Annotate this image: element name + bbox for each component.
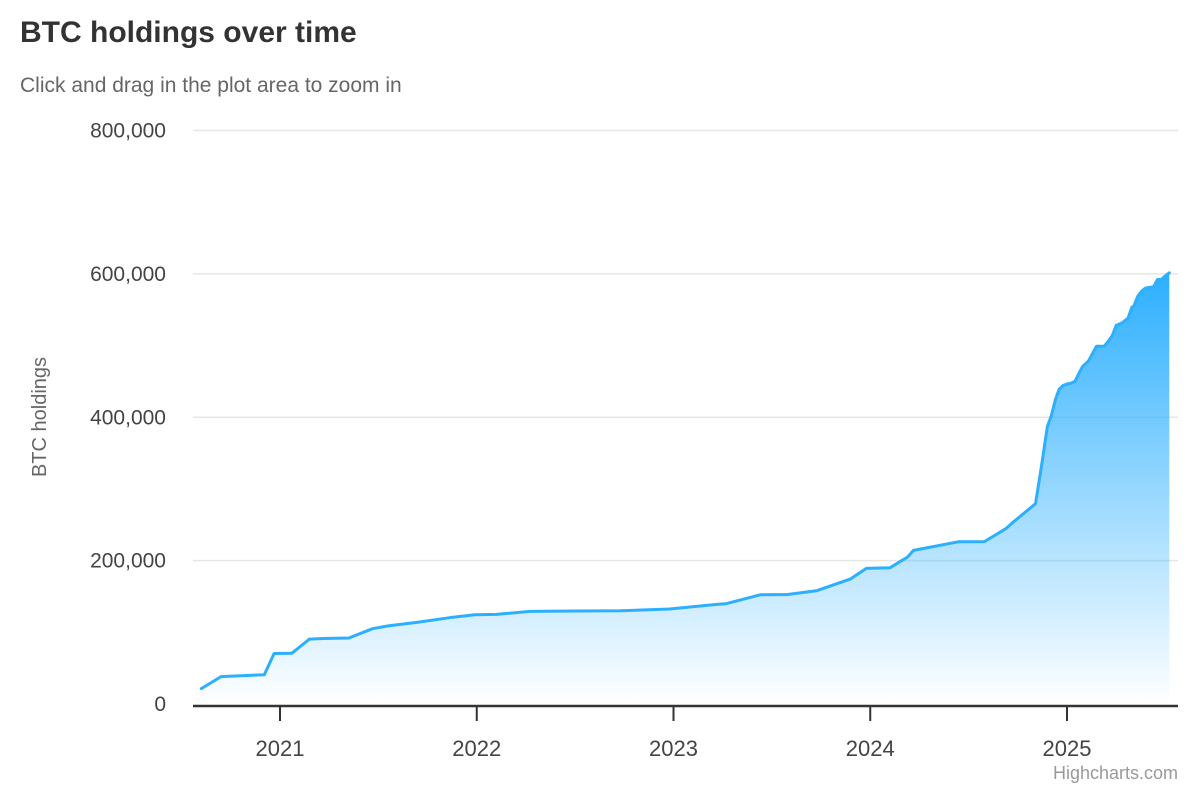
y-axis-title: BTC holdings [29,357,51,477]
chart-subtitle: Click and drag in the plot area to zoom … [20,74,402,97]
area-series-line [199,271,1171,691]
x-axis-label: 2024 [846,736,895,761]
y-axis-label: 200,000 [90,550,166,573]
area-series-fill [201,272,1170,704]
y-axis-label: 0 [154,693,166,716]
chart-title: BTC holdings over time [20,16,357,49]
x-axis-label: 2021 [256,736,305,761]
y-axis-label: 600,000 [90,263,166,286]
y-axis-label: 400,000 [90,406,166,429]
plot-area[interactable] [193,131,1178,705]
x-axis-label: 2025 [1043,736,1092,761]
y-axis-label: 800,000 [90,120,166,143]
x-axis-label: 2023 [649,736,698,761]
x-axis-label: 2022 [452,736,501,761]
highcharts-credits-link[interactable]: Highcharts.com [1052,763,1178,783]
